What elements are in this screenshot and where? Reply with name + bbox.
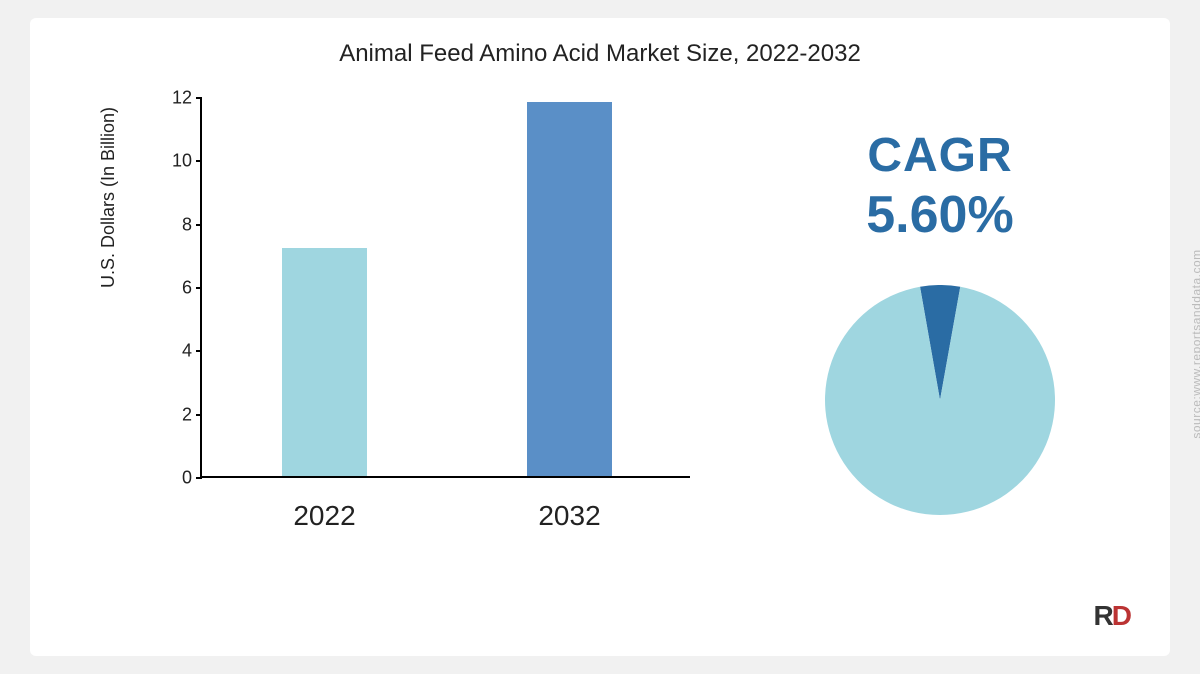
x-tick-label: 2032 (538, 500, 600, 532)
cagr-label: CAGR (780, 128, 1100, 183)
chart-card: Animal Feed Amino Acid Market Size, 2022… (30, 18, 1170, 656)
y-tick-label: 4 (162, 341, 192, 362)
y-tick-label: 6 (162, 278, 192, 299)
brand-logo: RD (1094, 600, 1130, 632)
y-tick-label: 10 (162, 151, 192, 172)
cagr-panel: CAGR 5.60% (780, 128, 1100, 520)
bar-chart: 02468101220222032 (160, 98, 690, 518)
bar (282, 248, 368, 476)
chart-title: Animal Feed Amino Acid Market Size, 2022… (30, 40, 1170, 68)
y-tick-label: 0 (162, 468, 192, 489)
y-axis-title: U.S. Dollars (In Billion) (98, 107, 119, 288)
y-tick-mark (196, 477, 202, 479)
plot-area: 02468101220222032 (200, 98, 690, 478)
y-tick-label: 2 (162, 404, 192, 425)
y-tick-mark (196, 350, 202, 352)
y-tick-mark (196, 97, 202, 99)
x-tick-label: 2022 (293, 500, 355, 532)
y-tick-mark (196, 287, 202, 289)
y-tick-mark (196, 224, 202, 226)
bar (527, 102, 613, 476)
y-tick-mark (196, 414, 202, 416)
logo-r: R (1094, 600, 1112, 631)
source-attribution: source:www.reportsanddata.com (1189, 249, 1200, 438)
logo-d: D (1112, 600, 1130, 631)
y-tick-label: 8 (162, 214, 192, 235)
cagr-pie-chart (825, 285, 1055, 515)
y-tick-mark (196, 160, 202, 162)
cagr-value: 5.60% (780, 185, 1100, 245)
y-tick-label: 12 (162, 88, 192, 109)
